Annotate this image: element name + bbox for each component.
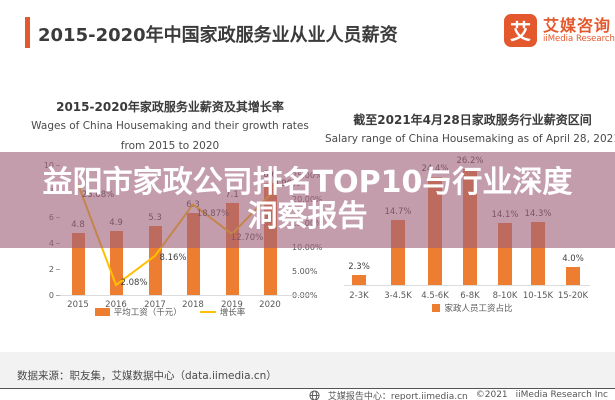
salary-category-label: 3-4.5K xyxy=(384,291,412,301)
footer: 艾媒报告中心：report.iimedia.cn ©2021 iiMedia R… xyxy=(309,389,608,400)
footer-copyright: ©2021 xyxy=(475,390,508,400)
legend-item-wage: 平均工资（千元） xyxy=(94,306,182,318)
x-axis-label: 2019 xyxy=(221,300,243,310)
salary-bar-value: 4.0% xyxy=(562,254,584,265)
salary-category-label: 8-10K xyxy=(492,291,518,301)
wage-bar xyxy=(71,232,85,295)
salary-share-legend-swatch xyxy=(432,304,441,312)
iimedia-logo-icon: 艾 xyxy=(504,14,537,47)
left-chart-legend: 平均工资（千元） 增长率 xyxy=(20,306,320,318)
headline-line2: 洞察报告 xyxy=(247,199,368,234)
growth-point-label: 2.08% xyxy=(120,278,148,289)
growth-point-label: 8.16% xyxy=(159,252,187,263)
salary-category-label: 10-15K xyxy=(522,291,554,301)
data-source-strip: 数据来源：职友集，艾媒数据中心（data.iimedia.cn） xyxy=(0,352,615,388)
globe-icon xyxy=(309,389,320,400)
brand-name-cn: 艾媒咨询 xyxy=(543,16,612,35)
salary-share-legend-label: 家政人员工资占比 xyxy=(444,304,513,314)
x-axis-label: 2015 xyxy=(67,300,89,310)
wage-legend-swatch xyxy=(94,308,110,316)
salary-category-label: 6-8K xyxy=(460,291,480,301)
salary-bar-value: 2.3% xyxy=(348,261,370,272)
data-source-text: 数据来源：职友集，艾媒数据中心（data.iimedia.cn） xyxy=(17,370,277,382)
x-axis-line xyxy=(344,285,590,286)
y-axis-tickmark xyxy=(56,269,60,270)
legend-item-salary-share: 家政人员工资占比 xyxy=(432,302,513,314)
growth-legend-label: 增长率 xyxy=(219,308,246,318)
footer-divider xyxy=(0,388,615,389)
x-axis-label: 2018 xyxy=(182,300,204,310)
salary-category-label: 4.5-6K xyxy=(421,291,449,301)
y-axis-tick-left: 2 xyxy=(48,265,54,274)
salary-category-label: 15-20K xyxy=(557,291,589,301)
headline-overlay-banner: 益阳市家政公司排名TOP10与行业深度 洞察报告 xyxy=(0,152,615,248)
x-axis-label: 2017 xyxy=(144,300,166,310)
right-chart-legend: 家政人员工资占比 xyxy=(330,302,615,314)
wage-legend-label: 平均工资（千元） xyxy=(113,308,182,318)
headline-line1: 益阳市家政公司排名TOP10与行业深度 xyxy=(42,165,573,200)
brand-name-en: iiMedia Research xyxy=(543,34,615,44)
x-axis-label: 2020 xyxy=(259,300,281,310)
iimedia-logo: 艾 艾媒咨询 iiMedia Research xyxy=(504,14,615,47)
salary-category-label: 2-3K xyxy=(349,291,369,301)
footer-report-center: 艾媒报告中心：report.iimedia.cn xyxy=(327,391,468,400)
growth-legend-swatch xyxy=(199,311,216,313)
x-axis-line xyxy=(60,295,310,296)
iimedia-logo-text: 艾媒咨询 iiMedia Research xyxy=(543,17,615,44)
right-chart-subtitle-en: Salary range of China Housemaking as of … xyxy=(325,133,615,145)
left-chart-title: 2015-2020年家政服务业薪资及其增长率 xyxy=(56,100,284,114)
salary-bar xyxy=(566,267,580,285)
footer-company: iiMedia Research Inc xyxy=(515,390,608,400)
title-accent-bar xyxy=(25,17,30,48)
legend-item-growth: 增长率 xyxy=(199,306,246,318)
x-axis-label: 2016 xyxy=(105,300,127,310)
salary-bar xyxy=(352,274,366,285)
left-chart-subtitle-en: Wages of China Housemaking and their gro… xyxy=(31,120,309,132)
y-axis-tick-left: 0 xyxy=(48,291,54,300)
y-axis-tickmark xyxy=(56,295,60,296)
y-axis-tick-right: 5.00% xyxy=(292,267,318,276)
right-chart-title: 截至2021年4月28日家政服务行业薪资区间 xyxy=(353,113,592,127)
left-chart-subtitle-range: from 2015 to 2020 xyxy=(120,140,220,152)
page-title: 2015-2020年中国家政服务业从业人员薪资 xyxy=(38,25,398,46)
